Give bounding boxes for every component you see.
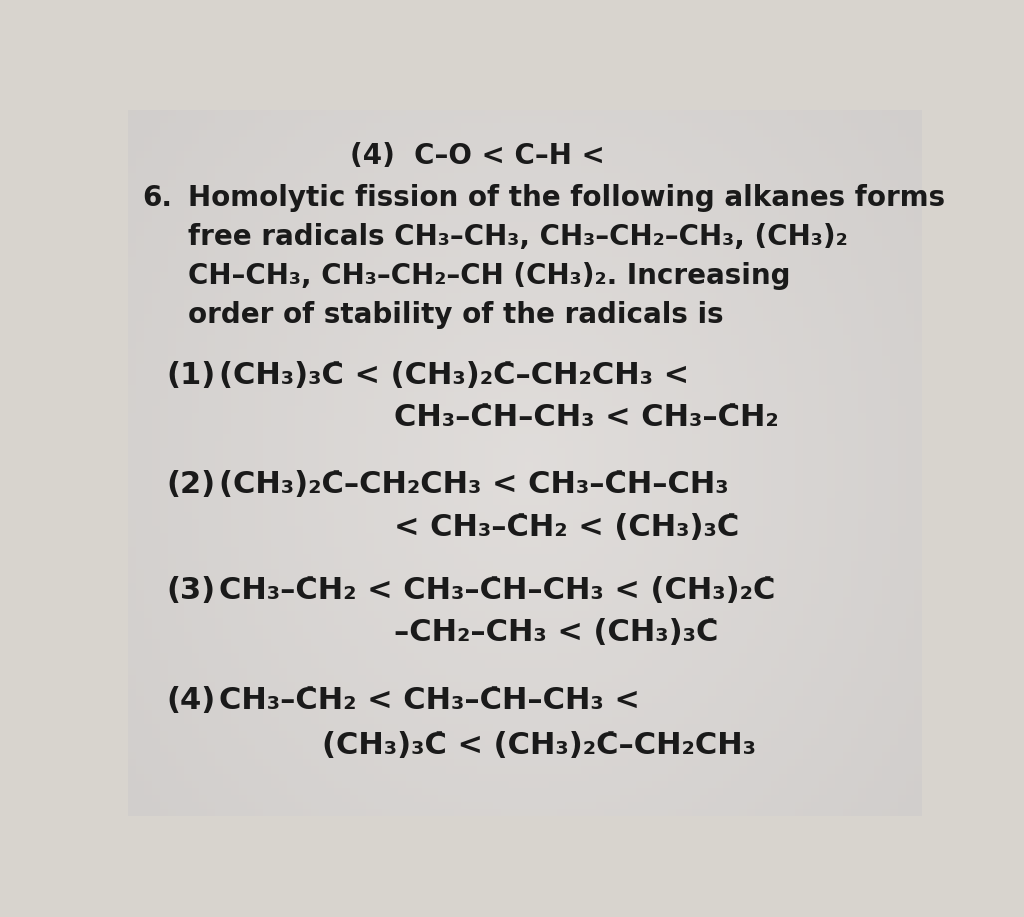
Text: CH–CH₃, CH₃–CH₂–CH (CH₃)₂. Increasing: CH–CH₃, CH₃–CH₂–CH (CH₃)₂. Increasing [187, 262, 791, 290]
Text: < CH₃–ĊH₂ < (CH₃)₃Ċ: < CH₃–ĊH₂ < (CH₃)₃Ċ [394, 513, 739, 542]
Text: (2): (2) [166, 470, 215, 499]
Text: (4): (4) [166, 686, 215, 714]
Text: (CH₃)₂Ċ–CH₂CH₃ < CH₃–ĊH–CH₃: (CH₃)₂Ċ–CH₂CH₃ < CH₃–ĊH–CH₃ [219, 470, 729, 499]
Text: CH₃–ĊH–CH₃ < CH₃–ĊH₂: CH₃–ĊH–CH₃ < CH₃–ĊH₂ [394, 403, 778, 432]
Text: CH₃–ĊH₂ < CH₃–ĊH–CH₃ <: CH₃–ĊH₂ < CH₃–ĊH–CH₃ < [219, 686, 640, 714]
Text: (4)  C–O < C–H <: (4) C–O < C–H < [350, 142, 605, 170]
Text: Homolytic fission of the following alkanes forms: Homolytic fission of the following alkan… [187, 184, 945, 212]
Text: (3): (3) [166, 576, 215, 605]
Text: free radicals CH₃–CH₃, CH₃–CH₂–CH₃, (CH₃)₂: free radicals CH₃–CH₃, CH₃–CH₂–CH₃, (CH₃… [187, 223, 847, 251]
Text: (CH₃)₃Ċ < (CH₃)₂Ċ–CH₂CH₃: (CH₃)₃Ċ < (CH₃)₂Ċ–CH₂CH₃ [323, 732, 757, 760]
Text: CH₃–ĊH₂ < CH₃–ĊH–CH₃ < (CH₃)₂Ċ: CH₃–ĊH₂ < CH₃–ĊH–CH₃ < (CH₃)₂Ċ [219, 576, 775, 605]
Text: 6.: 6. [142, 184, 172, 212]
Text: (CH₃)₃Ċ < (CH₃)₂Ċ–CH₂CH₃ <: (CH₃)₃Ċ < (CH₃)₂Ċ–CH₂CH₃ < [219, 360, 689, 390]
Text: –CH₂–CH₃ < (CH₃)₃Ċ: –CH₂–CH₃ < (CH₃)₃Ċ [394, 618, 718, 647]
Text: (1): (1) [166, 360, 215, 390]
Text: order of stability of the radicals is: order of stability of the radicals is [187, 301, 723, 328]
